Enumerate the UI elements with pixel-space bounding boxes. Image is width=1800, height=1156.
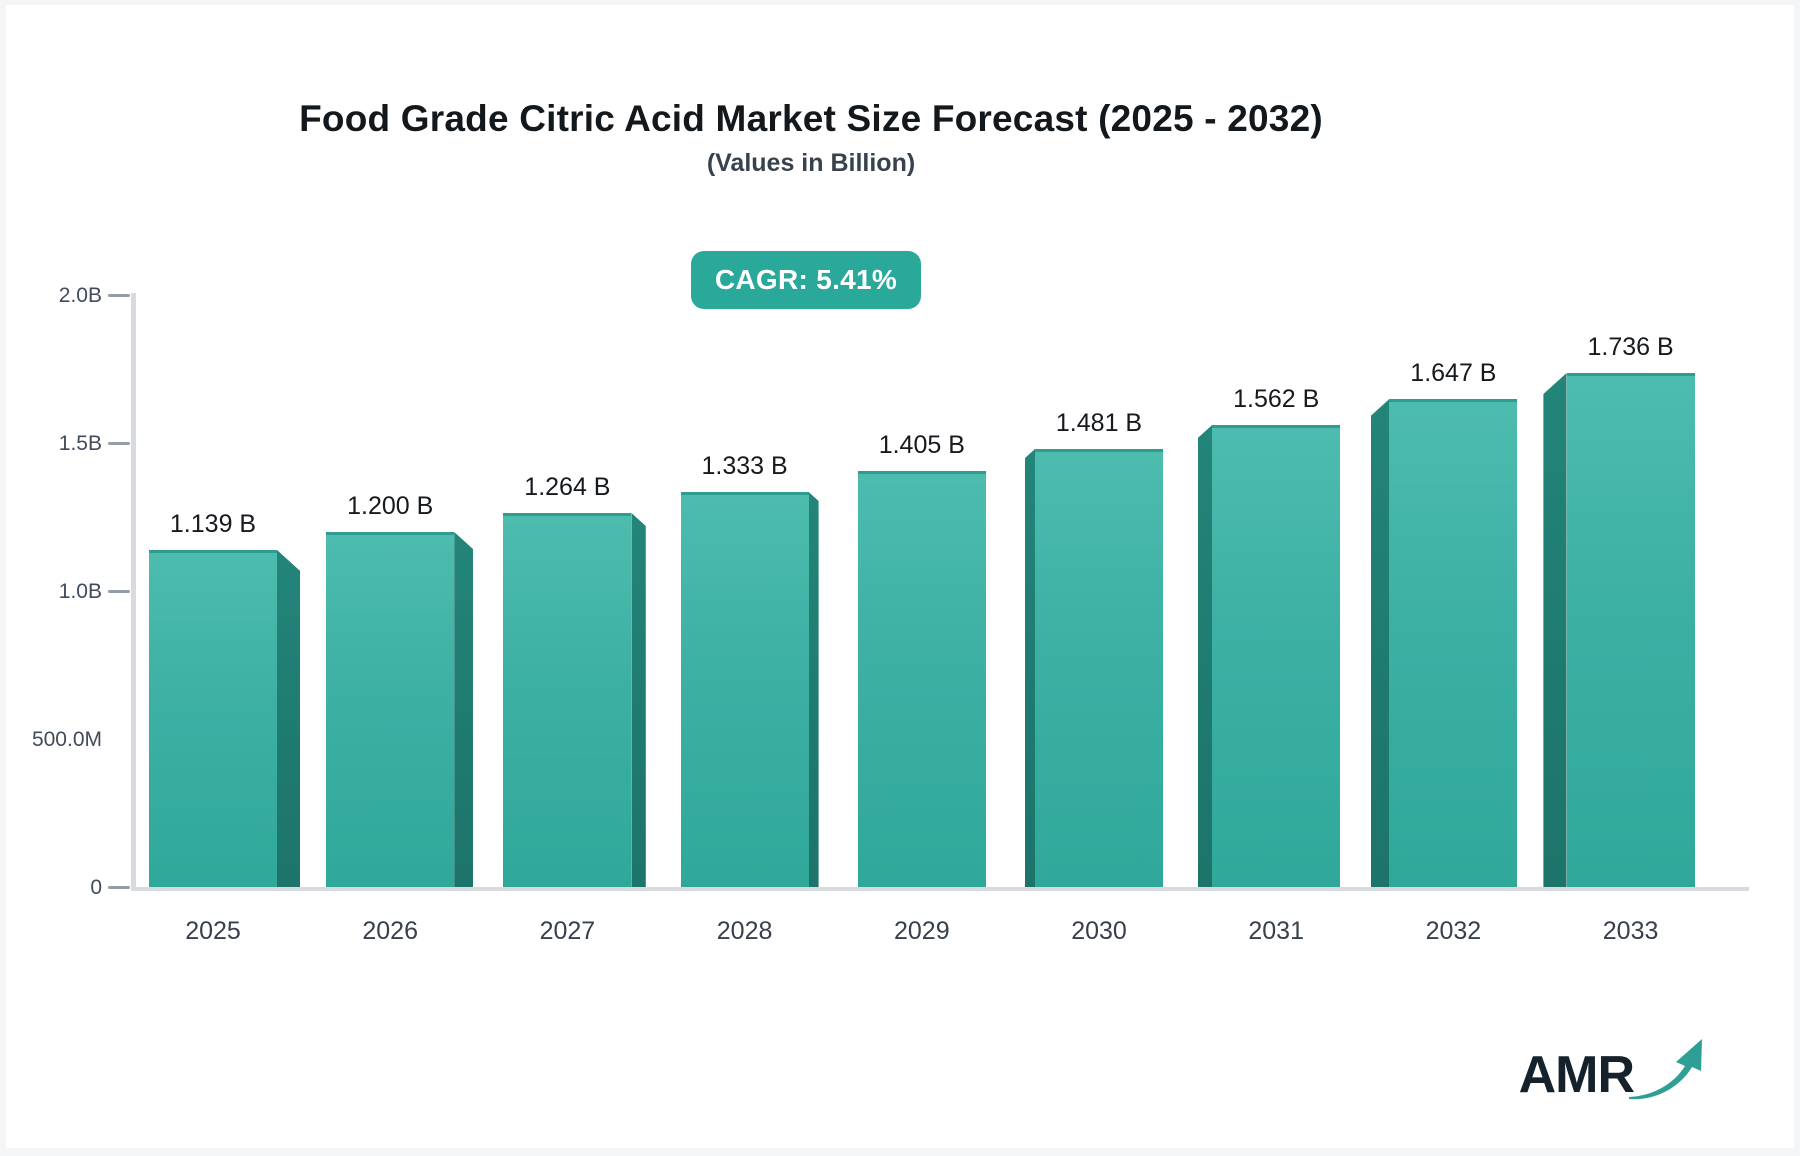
x-axis-label-2025: 2025 <box>185 917 241 945</box>
x-axis-label-2032: 2032 <box>1425 917 1482 945</box>
bar-value-label: 1.647 B <box>1410 359 1497 387</box>
bar-2028 <box>680 492 809 887</box>
chart-title: Food Grade Citric Acid Market Size Forec… <box>299 98 1323 139</box>
bar-2025 <box>149 550 277 887</box>
bar-value-label: 1.481 B <box>1055 409 1143 437</box>
y-axis-tick-mark <box>108 886 130 889</box>
bar-2027 <box>503 513 632 887</box>
y-axis-tick-label: 0 <box>90 876 102 899</box>
amr-logo: AMR <box>1519 1034 1706 1106</box>
bar-value-label: 1.200 B <box>347 492 434 520</box>
bar-side-panel <box>1370 399 1390 887</box>
y-axis-tick-label: 1.0B <box>58 580 102 603</box>
y-axis-line <box>131 293 136 891</box>
bar-side-panel <box>277 550 301 887</box>
bar-value-label: 1.264 B <box>524 473 611 501</box>
y-axis-tick-label: 1.5B <box>58 432 102 455</box>
chart-subtitle: (Values in Billion) <box>706 149 916 177</box>
bar-2029 <box>857 471 986 887</box>
bar-value-label: 1.139 B <box>169 510 257 538</box>
x-axis-line <box>131 887 1749 891</box>
bar-value-label: 1.736 B <box>1587 333 1674 361</box>
bar-side-panel <box>1025 449 1035 887</box>
bar-side-panel <box>808 492 819 887</box>
bar-2033 <box>1566 373 1695 887</box>
y-axis-tick-label: 2.0B <box>58 284 102 307</box>
cagr-badge: CAGR: 5.41% <box>691 251 921 309</box>
bar-value-label: 1.405 B <box>878 431 965 459</box>
y-axis-tick-label: 500.0M <box>31 728 102 751</box>
bar-2026 <box>326 532 455 887</box>
bar-2032 <box>1389 399 1518 887</box>
y-axis-tick-mark <box>108 442 130 445</box>
x-axis-label-2026: 2026 <box>362 917 418 945</box>
bar-side-panel <box>454 532 473 887</box>
bar-side-panel <box>631 513 646 887</box>
x-axis-label-2027: 2027 <box>539 917 596 945</box>
y-axis-tick-mark <box>108 294 130 297</box>
x-axis-label-2031: 2031 <box>1248 917 1304 945</box>
x-axis-label-2029: 2029 <box>893 917 950 945</box>
bar-value-label: 1.562 B <box>1233 385 1320 413</box>
x-axis-label-2033: 2033 <box>1602 917 1659 945</box>
bar-2031 <box>1212 425 1341 887</box>
bar-2030 <box>1035 449 1163 887</box>
growth-arrow-icon <box>1629 1039 1702 1100</box>
bar-side-panel <box>1543 373 1567 887</box>
x-axis-label-2028: 2028 <box>716 917 773 945</box>
bar-side-panel <box>1197 425 1213 887</box>
plot-area: 2.0B 1.5B 1.0B 500.0M 0 1.139 B 2025 1.200 B 20… <box>6 5 1794 1148</box>
x-axis-label-2030: 2030 <box>1071 917 1127 945</box>
bar-value-label: 1.333 B <box>701 452 788 480</box>
chart-card: Food Grade Citric Acid Market Size Forec… <box>6 5 1794 1148</box>
amr-logo-text: AMR <box>1518 1046 1635 1104</box>
y-axis-tick-mark <box>108 590 130 593</box>
